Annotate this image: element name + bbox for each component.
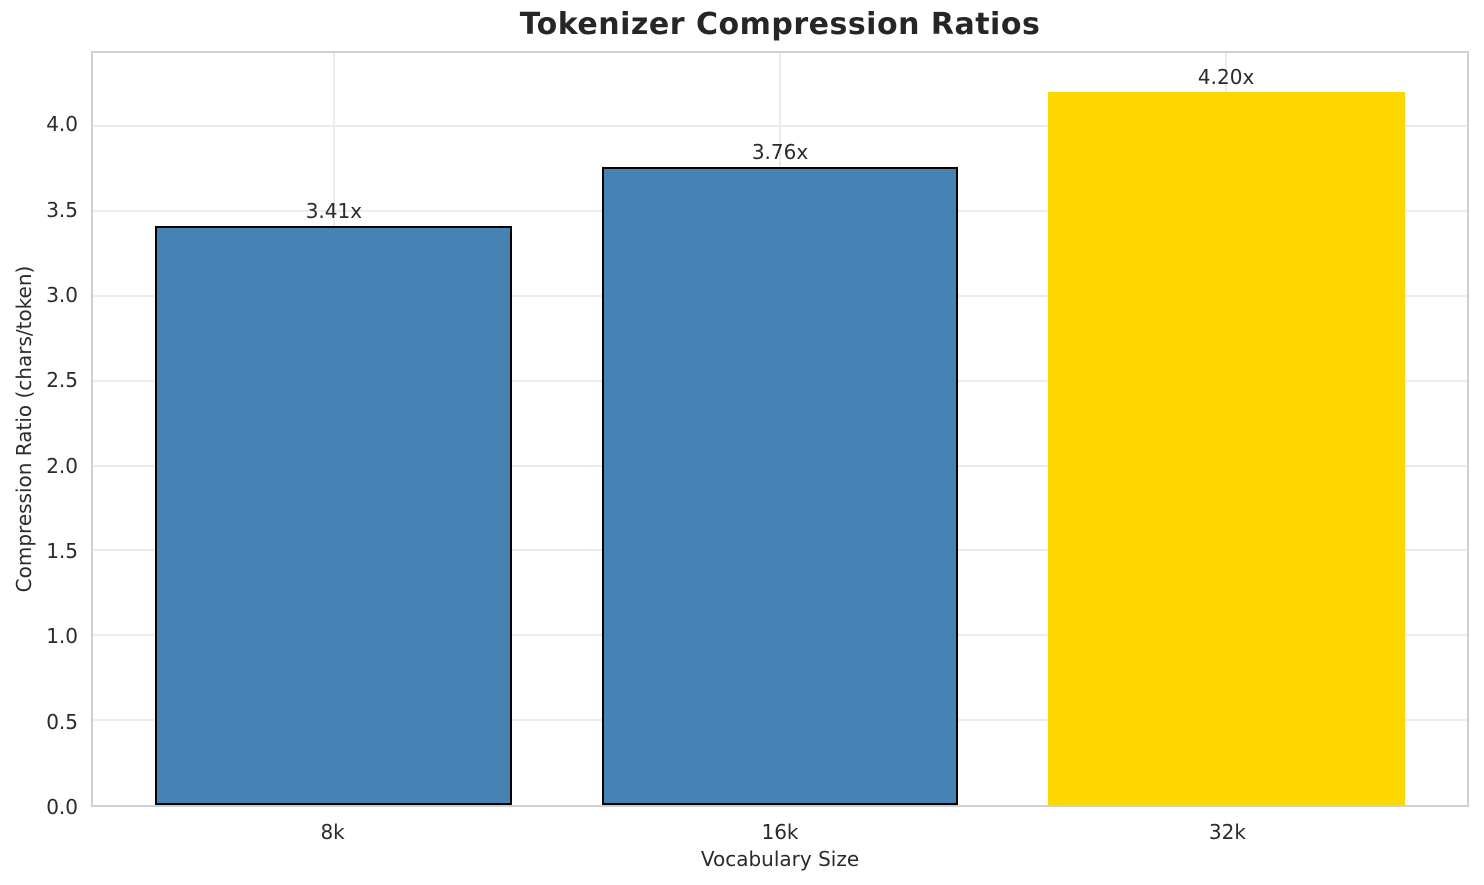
- y-tick-label: 3.5: [46, 197, 78, 222]
- y-tick-label: 4.0: [46, 112, 78, 137]
- bar-32k: [1047, 92, 1405, 805]
- chart-title: Tokenizer Compression Ratios: [519, 7, 1041, 42]
- y-tick-label: 3.0: [46, 283, 78, 307]
- bar-value-label: 3.76x: [751, 139, 809, 164]
- y-tick-label: 2.5: [46, 368, 78, 393]
- x-axis-label: Vocabulary Size: [700, 847, 860, 871]
- bar-16k: [601, 166, 959, 805]
- y-tick-label: 1.0: [46, 624, 78, 649]
- y-tick-label: 2.0: [46, 453, 78, 478]
- plot-area: 3.41x 3.76x 4.20x: [91, 51, 1469, 807]
- bar-8k: [155, 226, 513, 805]
- y-tick-label: 1.5: [46, 539, 78, 563]
- x-tick-label-16k: 16k: [761, 820, 799, 844]
- bar-value-label: 4.20x: [1197, 65, 1255, 90]
- y-tick-label: 0.5: [46, 709, 78, 734]
- x-tick-label-32k: 32k: [1208, 820, 1246, 844]
- y-tick-label: 0.0: [46, 795, 78, 819]
- bar-value-label: 3.41x: [305, 199, 363, 224]
- x-tick-label-8k: 8k: [320, 820, 345, 844]
